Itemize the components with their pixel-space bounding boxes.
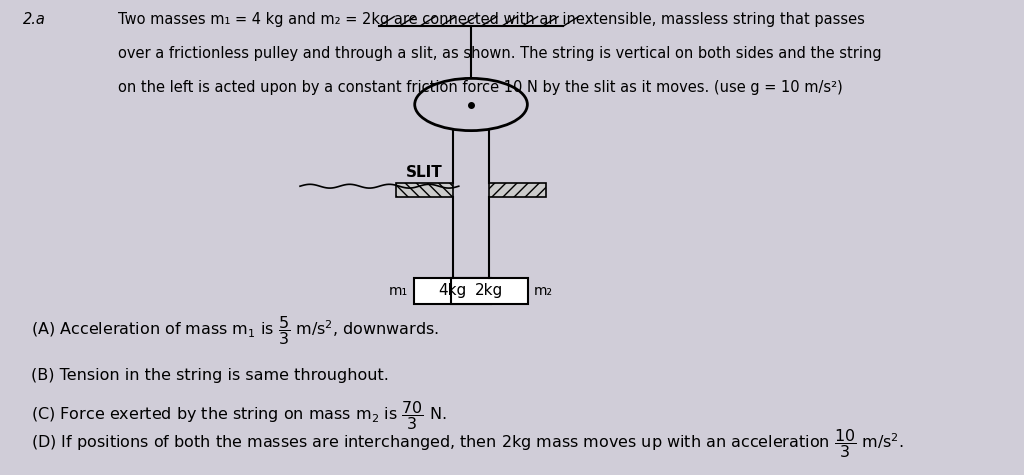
Text: m₁: m₁ — [389, 284, 408, 298]
Text: (B) Tension in the string is same throughout.: (B) Tension in the string is same throug… — [31, 368, 388, 383]
Bar — [414, 278, 492, 304]
Text: m₂: m₂ — [535, 284, 553, 298]
Text: SLIT: SLIT — [407, 164, 442, 180]
Bar — [396, 183, 453, 197]
Text: (C) Force exerted by the string on mass m$_2$ is $\dfrac{70}{3}$ N.: (C) Force exerted by the string on mass … — [31, 399, 446, 432]
Text: over a frictionless pulley and through a slit, as shown. The string is vertical : over a frictionless pulley and through a… — [118, 46, 882, 61]
Text: (D) If positions of both the masses are interchanged, then 2kg mass moves up wit: (D) If positions of both the masses are … — [31, 427, 903, 460]
Text: 2kg: 2kg — [475, 284, 504, 298]
Text: 4kg: 4kg — [438, 284, 467, 298]
Text: Two masses m₁ = 4 kg and m₂ = 2kg are connected with an inextensible, massless s: Two masses m₁ = 4 kg and m₂ = 2kg are co… — [118, 12, 864, 27]
Text: on the left is acted upon by a constant friction force 10 N by the slit as it mo: on the left is acted upon by a constant … — [118, 80, 843, 95]
Bar — [452, 278, 528, 304]
Text: (A) Acceleration of mass m$_1$ is $\dfrac{5}{3}$ m/s$^2$, downwards.: (A) Acceleration of mass m$_1$ is $\dfra… — [31, 314, 439, 347]
Bar — [489, 183, 546, 197]
Text: 2.a: 2.a — [23, 12, 45, 27]
